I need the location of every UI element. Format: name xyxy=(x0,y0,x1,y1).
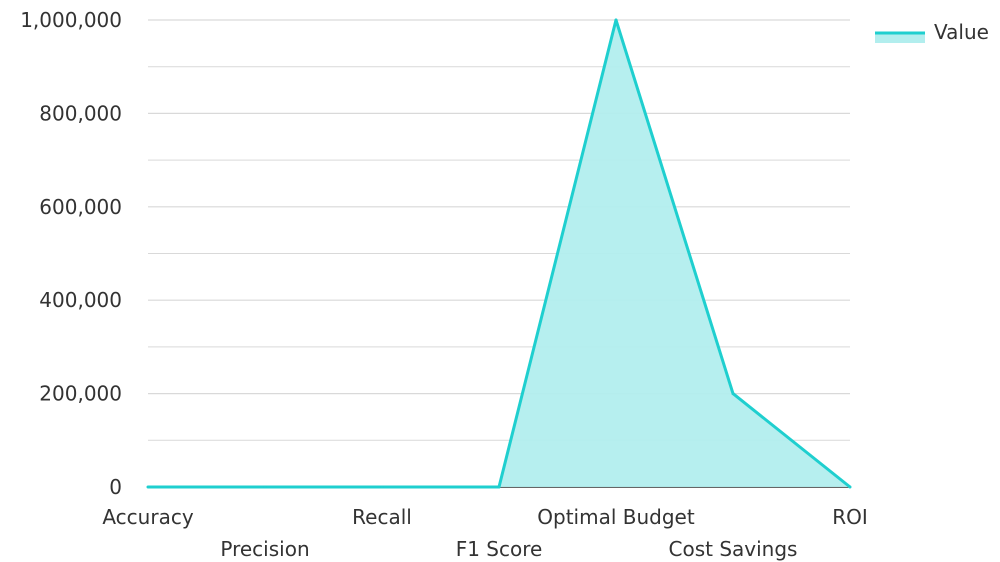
data-point-optimal-budget xyxy=(614,18,618,22)
x-tick-label: Accuracy xyxy=(102,505,193,529)
y-tick-label: 200,000 xyxy=(39,382,122,406)
x-tick-label: F1 Score xyxy=(456,537,543,561)
legend-swatch-value xyxy=(875,33,925,43)
data-point-cost-savings xyxy=(731,392,735,396)
data-point-accuracy xyxy=(146,485,150,489)
x-tick-label: Optimal Budget xyxy=(537,505,695,529)
data-point-precision xyxy=(263,485,267,489)
legend-label-value: Value xyxy=(934,20,989,44)
x-axis-tick-labels: Accuracy Precision Recall F1 Score Optimal B… xyxy=(102,505,867,561)
x-tick-label: Precision xyxy=(220,537,309,561)
y-tick-label: 800,000 xyxy=(39,101,122,125)
y-tick-label: 400,000 xyxy=(39,288,122,312)
x-tick-label: Cost Savings xyxy=(669,537,798,561)
series-area-value xyxy=(148,20,850,487)
y-tick-label: 600,000 xyxy=(39,195,122,219)
data-point-recall xyxy=(380,485,384,489)
y-tick-label: 0 xyxy=(109,475,122,499)
data-points xyxy=(146,18,852,489)
y-tick-label: 1,000,000 xyxy=(20,8,122,32)
x-tick-label: ROI xyxy=(832,505,868,529)
legend: Value xyxy=(875,20,989,44)
data-point-roi xyxy=(848,485,852,489)
x-tick-label: Recall xyxy=(352,505,412,529)
y-axis-tick-labels: 0 200,000 400,000 600,000 800,000 1,000,000 xyxy=(20,8,122,499)
grid-lines xyxy=(148,19,850,488)
data-point-f1-score xyxy=(497,485,501,489)
